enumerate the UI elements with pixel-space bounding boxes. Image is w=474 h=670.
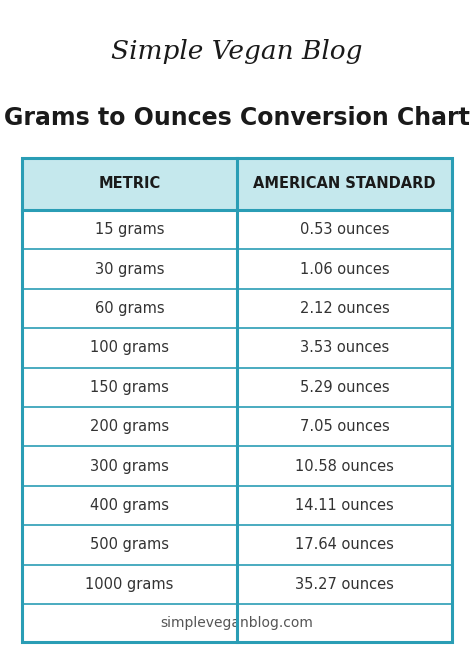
Text: 30 grams: 30 grams [95,261,164,277]
Bar [22,158,452,642]
Bar [22,210,452,249]
Text: 400 grams: 400 grams [90,498,169,513]
Text: 100 grams: 100 grams [90,340,169,355]
Bar [22,407,452,446]
Text: 7.05 ounces: 7.05 ounces [300,419,389,434]
Bar [22,368,452,407]
Bar [22,158,452,210]
Bar [22,565,452,604]
Text: AMERICAN STANDARD: AMERICAN STANDARD [253,176,436,192]
Text: Simple Vegan Blog: Simple Vegan Blog [111,40,363,64]
Text: simpleveganblog.com: simpleveganblog.com [161,616,313,630]
Text: 200 grams: 200 grams [90,419,169,434]
Text: 500 grams: 500 grams [90,537,169,552]
Text: 35.27 ounces: 35.27 ounces [295,577,394,592]
Text: 0.53 ounces: 0.53 ounces [300,222,389,237]
Bar [22,604,452,642]
Bar [22,289,452,328]
Bar [22,446,452,486]
Text: 60 grams: 60 grams [95,301,164,316]
Bar [22,525,452,565]
Text: 1.06 ounces: 1.06 ounces [300,261,389,277]
Text: Grams to Ounces Conversion Chart: Grams to Ounces Conversion Chart [4,106,470,130]
Text: 2.12 ounces: 2.12 ounces [300,301,389,316]
Text: 1000 grams: 1000 grams [85,577,173,592]
Text: METRIC: METRIC [99,176,161,192]
Bar [22,328,452,368]
Text: 14.11 ounces: 14.11 ounces [295,498,394,513]
Text: 3.53 ounces: 3.53 ounces [300,340,389,355]
Text: 17.64 ounces: 17.64 ounces [295,537,394,552]
Bar [22,486,452,525]
Text: 10.58 ounces: 10.58 ounces [295,458,394,474]
Text: 15 grams: 15 grams [95,222,164,237]
Bar [22,249,452,289]
Text: 5.29 ounces: 5.29 ounces [300,380,389,395]
Text: 150 grams: 150 grams [90,380,169,395]
Text: 300 grams: 300 grams [90,458,169,474]
